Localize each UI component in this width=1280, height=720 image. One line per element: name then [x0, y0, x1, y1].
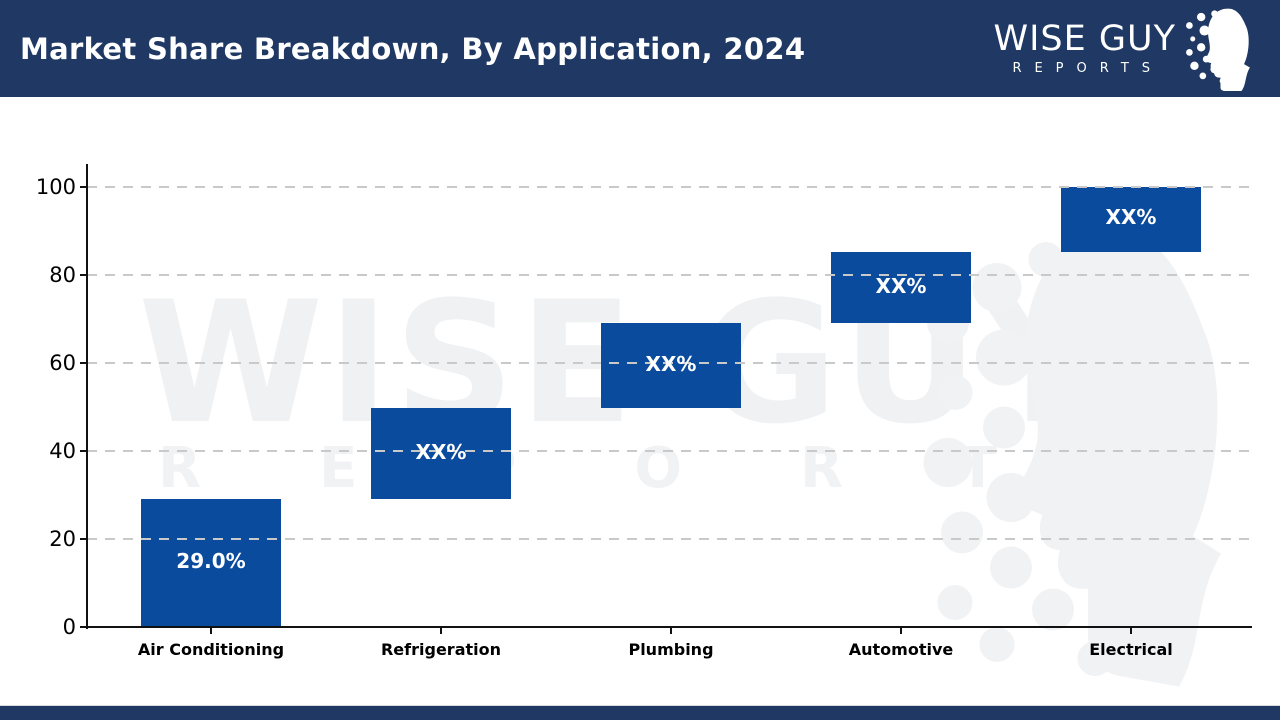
logo-subtext: REPORTS	[1012, 60, 1164, 76]
y-tick-60	[80, 361, 87, 364]
x-label-automotive: Automotive	[848, 640, 954, 659]
x-label-refrigeration: Refrigeration	[380, 640, 501, 659]
y-tick-label-0: 0	[62, 615, 76, 639]
watermark-head-icon	[923, 231, 1221, 687]
logo-head-icon	[1186, 8, 1250, 91]
bar-label-automotive: XX%	[875, 273, 927, 298]
chart-area: WISE GUY REPORTS 29.0%Air ConditioningXX…	[0, 97, 1280, 707]
bar-label-refrigeration: XX%	[415, 439, 467, 464]
bar-label-electrical: XX%	[1105, 205, 1157, 230]
x-tick-refrigeration	[440, 627, 442, 634]
y-tick-label-20: 20	[49, 526, 76, 551]
footer-divider	[0, 705, 1280, 706]
bar-label-plumbing: XX%	[645, 351, 697, 376]
bar-label-air-conditioning: 29.0%	[176, 549, 246, 574]
gridline-y60	[87, 361, 1251, 364]
x-tick-air-conditioning	[210, 627, 212, 634]
y-tick-label-60: 60	[49, 350, 76, 375]
chart-title: Market Share Breakdown, By Application, …	[20, 31, 806, 66]
x-label-air-conditioning: Air Conditioning	[137, 640, 285, 659]
header-bar: Market Share Breakdown, By Application, …	[0, 0, 1280, 97]
y-tick-20	[80, 537, 87, 540]
x-label-electrical: Electrical	[1089, 640, 1173, 659]
gridline-y100	[87, 185, 1251, 188]
gridline-y40	[87, 449, 1251, 452]
logo-text: WISE GUY REPORTS	[993, 18, 1176, 76]
y-tick-label-80: 80	[49, 262, 76, 287]
y-tick-label-40: 40	[49, 438, 76, 463]
x-axis-spine	[86, 626, 1252, 628]
gridline-y20	[87, 537, 1251, 540]
y-tick-0	[80, 626, 87, 628]
y-axis-spine	[86, 164, 88, 629]
footer-bar	[0, 706, 1280, 720]
bar-automotive	[831, 252, 971, 324]
logo-wordmark: WISE GUY	[993, 18, 1176, 59]
y-tick-80	[80, 273, 87, 276]
x-label-plumbing: Plumbing	[628, 640, 714, 659]
y-tick-label-100: 100	[35, 174, 76, 199]
x-tick-plumbing	[670, 627, 672, 634]
bar-electrical	[1061, 186, 1201, 253]
y-tick-100	[80, 185, 87, 188]
x-tick-electrical	[1130, 627, 1132, 634]
bar-refrigeration	[371, 408, 511, 500]
bar-air-conditioning	[141, 499, 281, 627]
x-tick-automotive	[900, 627, 902, 634]
bar-plumbing	[601, 323, 741, 409]
y-tick-40	[80, 449, 87, 452]
gridline-y80	[87, 273, 1251, 276]
wise-guy-logo: WISE GUY REPORTS	[993, 7, 1266, 91]
